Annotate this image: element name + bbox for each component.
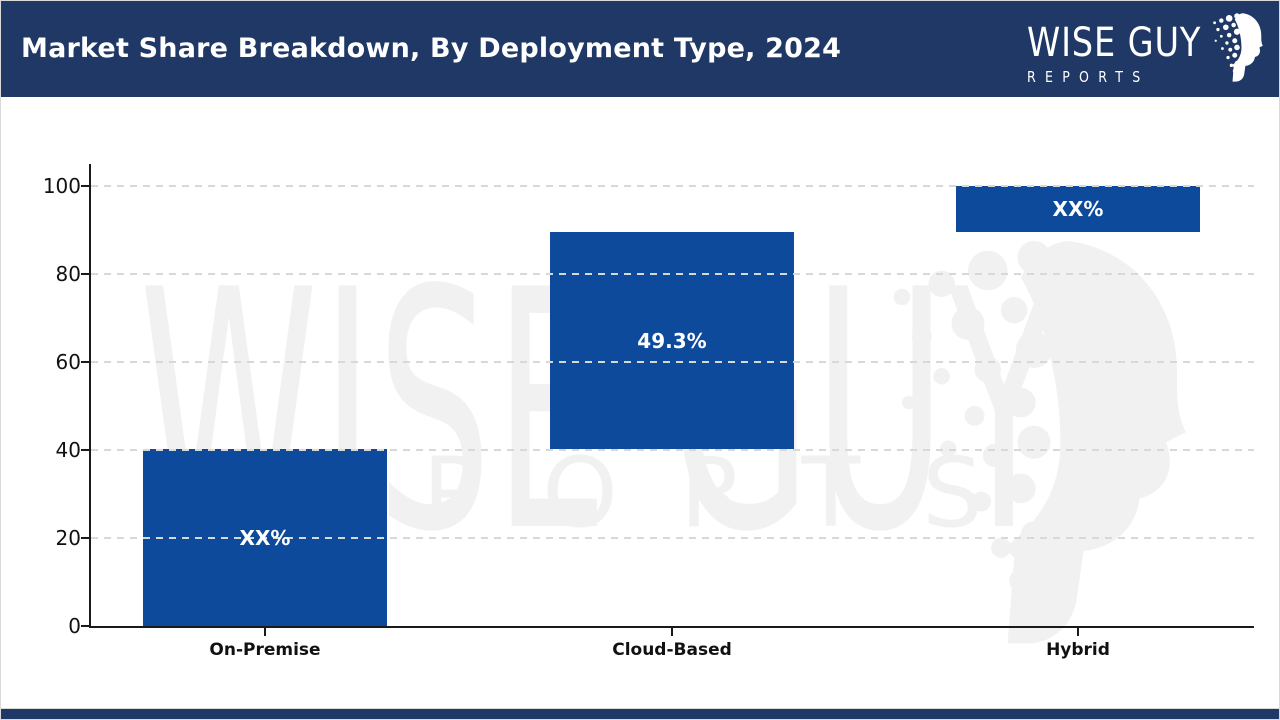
x-axis-line <box>89 626 1254 628</box>
y-tick-label-40: 40 <box>55 438 81 462</box>
x-tick-3 <box>1077 628 1079 636</box>
y-tick-label-0: 0 <box>68 614 81 638</box>
chart-title: Market Share Breakdown, By Deployment Ty… <box>21 33 842 64</box>
category-label-3: Hybrid <box>1046 640 1110 660</box>
waterfall-chart: WISE GUY REPORTS 0 20 40 60 80 100 XX% On-Premi… <box>1 97 1279 711</box>
y-tick-20 <box>81 537 89 539</box>
gridline-60 <box>91 361 1254 363</box>
logo-wordmark: WISE GUY <box>1027 20 1202 66</box>
y-tick-0 <box>81 625 89 627</box>
category-label-1: On-Premise <box>209 640 321 660</box>
wise-guy-reports-logo: WISE GUY REPORTS <box>1027 7 1265 91</box>
logo-subtext: REPORTS <box>1027 68 1150 86</box>
header-band: Market Share Breakdown, By Deployment Ty… <box>1 1 1279 97</box>
watermark-face-icon <box>869 223 1199 668</box>
y-tick-label-100: 100 <box>42 174 81 198</box>
bar-hybrid <box>956 186 1200 233</box>
y-tick-40 <box>81 449 89 451</box>
y-tick-label-80: 80 <box>55 262 81 286</box>
category-label-2: Cloud-Based <box>612 640 732 660</box>
gridline-80 <box>91 273 1254 275</box>
x-tick-1 <box>264 628 266 636</box>
y-tick-80 <box>81 273 89 275</box>
footer-divider <box>1 708 1279 709</box>
bar-cloud-based <box>550 232 794 450</box>
y-axis-line <box>89 164 91 628</box>
bar-value-label-1: XX% <box>239 525 291 550</box>
bar-value-label-2: 49.3% <box>637 328 707 353</box>
x-tick-2 <box>671 628 673 636</box>
bar-value-label-3: XX% <box>1052 197 1104 222</box>
dotted-face-icon <box>1209 9 1265 87</box>
footer-band <box>1 709 1279 719</box>
y-tick-label-60: 60 <box>55 350 81 374</box>
y-tick-60 <box>81 361 89 363</box>
gridline-20 <box>91 537 1254 539</box>
logo-text: WISE GUY REPORTS <box>1027 23 1201 86</box>
gridline-40 <box>91 449 1254 451</box>
y-tick-label-20: 20 <box>55 526 81 550</box>
y-tick-100 <box>81 185 89 187</box>
gridline-100 <box>91 185 1254 187</box>
